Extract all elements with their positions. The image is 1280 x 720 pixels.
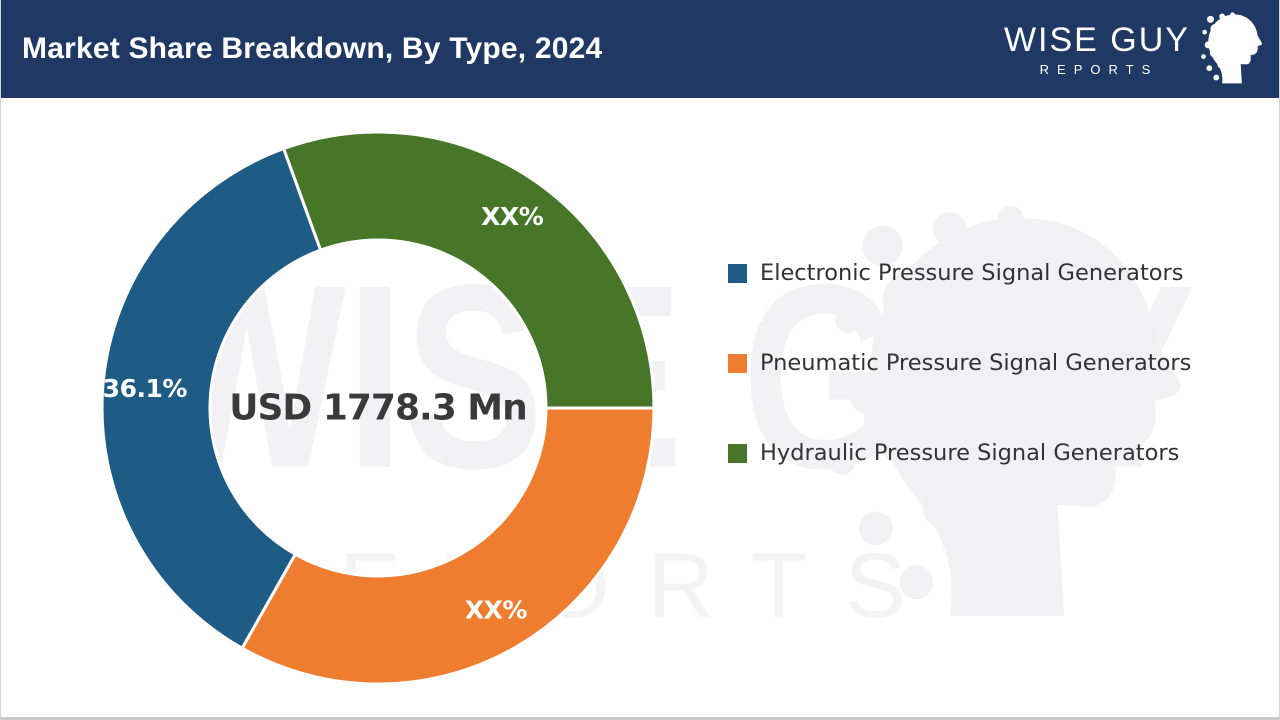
header-bar: Market Share Breakdown, By Type, 2024 WI…: [0, 0, 1280, 98]
legend-swatch: [728, 353, 747, 373]
donut-labels: XX% XX% 36.1%: [103, 202, 545, 625]
logo-wordmark: WISE GUY: [1003, 20, 1190, 59]
legend-swatch: [728, 443, 747, 463]
legend-label: Pneumatic Pressure Signal Generators: [760, 350, 1192, 376]
logo-head-icon: [1201, 12, 1262, 84]
segment-percent-label: 36.1%: [103, 374, 188, 403]
segment-percent-label: XX%: [481, 202, 544, 231]
donut-segment: [282, 130, 656, 410]
donut-segment: [100, 147, 323, 650]
page-title: Market Share Breakdown, By Type, 2024: [22, 32, 603, 65]
wise-guy-logo: WISE GUY REPORTS: [1004, 0, 1264, 98]
donut-segment: [240, 406, 656, 686]
legend-swatch: [728, 263, 747, 283]
logo-subtitle: REPORTS: [1039, 61, 1159, 77]
donut-segments: [100, 130, 656, 686]
legend-label: Electronic Pressure Signal Generators: [760, 260, 1184, 286]
logo-text: WISE GUY REPORTS: [1004, 23, 1190, 76]
legend-item: Hydraulic Pressure Signal Generators: [728, 438, 1191, 468]
legend-item: Electronic Pressure Signal Generators: [728, 258, 1191, 288]
segment-percent-label: XX%: [465, 596, 528, 625]
chart-legend: Electronic Pressure Signal Generators Pn…: [728, 258, 1191, 528]
donut-center-value: USD 1778.3 Mn: [229, 388, 526, 429]
legend-item: Pneumatic Pressure Signal Generators: [728, 348, 1191, 378]
legend-label: Hydraulic Pressure Signal Generators: [760, 440, 1180, 466]
